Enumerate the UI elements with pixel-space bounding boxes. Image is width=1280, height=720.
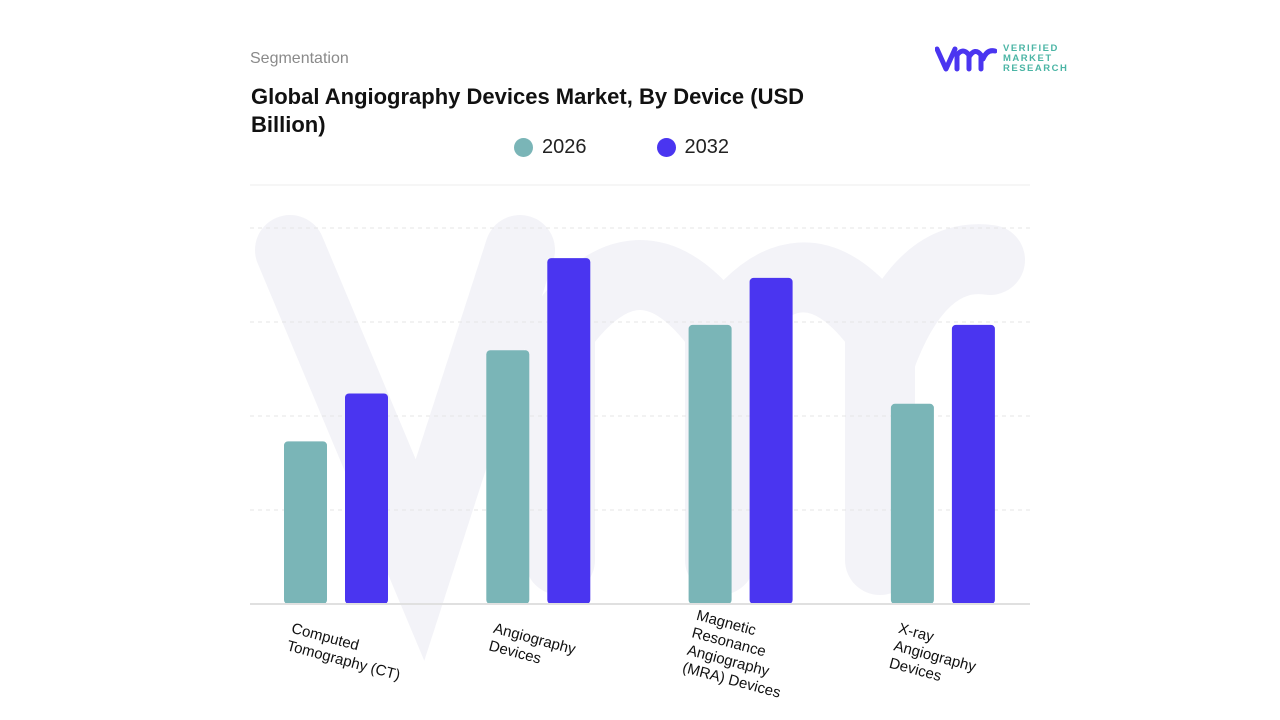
bar-2026-1 [486,350,530,604]
legend-label: 2026 [542,136,587,158]
bar-2032-2 [749,277,793,604]
segment-label: Segmentation [250,50,349,67]
legend-item-2032: 2032 [656,136,730,159]
legend-item-2026: 2026 [514,136,587,159]
legend-swatch [656,138,676,157]
legend-swatch [514,138,533,157]
bar-2026-2 [688,324,732,604]
vmr-logo-icon [935,46,997,72]
bar-2032-3 [951,324,995,604]
legend-label: 2032 [684,136,730,158]
logo-line: VERIFIED [1003,43,1059,54]
logo-line: MARKET [1003,53,1053,64]
bar-2032-0 [345,393,388,604]
logo-line: RESEARCH [1003,63,1069,74]
bar-2032-1 [547,258,591,604]
logo: VERIFIED MARKET RESEARCH [935,44,1068,74]
bar-2026-3 [890,403,934,604]
chart-title: Global Angiography Devices Market, By De… [251,84,805,137]
bar-2026-0 [284,441,327,604]
watermark-logo [255,215,1025,661]
legend: 2026 2032 [514,136,729,159]
